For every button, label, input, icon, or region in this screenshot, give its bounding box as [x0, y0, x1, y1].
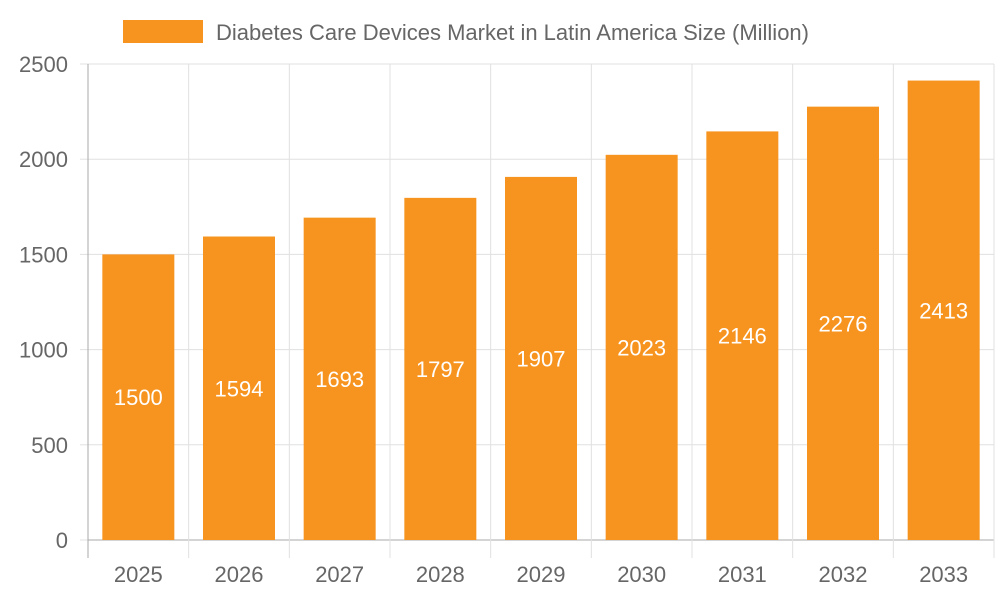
- legend-swatch: [123, 20, 203, 43]
- y-tick-label: 0: [56, 528, 68, 553]
- x-tick-label: 2031: [718, 562, 767, 587]
- x-tick-label: 2033: [919, 562, 968, 587]
- data-label-2029: 1907: [517, 346, 566, 371]
- y-tick-label: 1500: [19, 242, 68, 267]
- x-tick-label: 2025: [114, 562, 163, 587]
- bar-2030: [605, 154, 678, 540]
- data-label-2026: 1594: [215, 376, 264, 401]
- y-tick-label: 500: [31, 433, 68, 458]
- bar-2025: [102, 254, 175, 540]
- data-label-2032: 2276: [819, 311, 868, 336]
- bar-2031: [706, 131, 779, 540]
- y-tick-label: 1000: [19, 338, 68, 363]
- y-tick-label: 2500: [19, 52, 68, 77]
- x-tick-label: 2028: [416, 562, 465, 587]
- bar-2026: [203, 236, 275, 541]
- data-label-2031: 2146: [718, 324, 767, 349]
- data-label-2025: 1500: [114, 385, 163, 410]
- y-tick-label: 2000: [19, 147, 68, 172]
- legend-label: Diabetes Care Devices Market in Latin Am…: [216, 20, 809, 45]
- x-tick-label: 2030: [617, 562, 666, 587]
- data-label-2027: 1693: [315, 367, 364, 392]
- legend[interactable]: Diabetes Care Devices Market in Latin Am…: [123, 20, 809, 45]
- bar-2029: [505, 176, 577, 540]
- bar-2028: [404, 197, 477, 540]
- data-label-2030: 2023: [617, 335, 666, 360]
- data-label-2033: 2413: [919, 298, 968, 323]
- x-tick-label: 2026: [215, 562, 264, 587]
- x-tick-label: 2027: [315, 562, 364, 587]
- bar-2033: [907, 80, 980, 541]
- data-label-2028: 1797: [416, 357, 465, 382]
- bar-2032: [807, 106, 879, 540]
- x-tick-label: 2029: [517, 562, 566, 587]
- bar-2027: [303, 217, 376, 540]
- x-tick-label: 2032: [819, 562, 868, 587]
